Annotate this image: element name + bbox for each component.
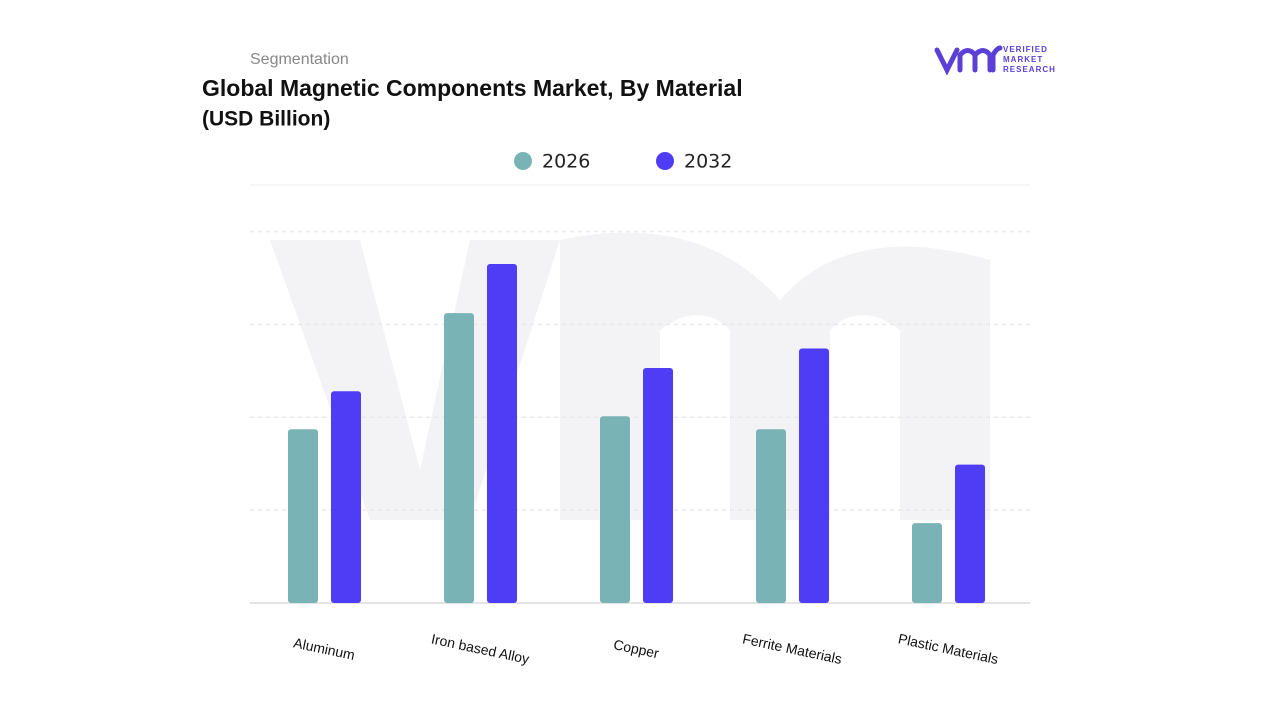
x-tick-label: Copper — [612, 636, 661, 661]
x-tick-label: Ferrite Materials — [741, 630, 843, 667]
bar — [487, 263, 517, 603]
logo-text: RESEARCH — [1003, 65, 1056, 74]
legend-marker — [656, 152, 674, 170]
chart-subtitle: (USD Billion) — [202, 108, 330, 131]
bar — [600, 416, 630, 603]
legend-marker — [514, 152, 532, 170]
chart-title: Global Magnetic Components Market, By Ma… — [202, 75, 743, 101]
bar — [444, 313, 474, 603]
logo: VERIFIED MARKET RESEARCH — [934, 45, 1056, 76]
bar — [955, 464, 985, 603]
bar — [912, 523, 942, 603]
logo-text: MARKET — [1003, 55, 1043, 64]
bar — [331, 391, 361, 603]
x-tick-label: Plastic Materials — [897, 630, 1000, 667]
logo-text: VERIFIED — [1003, 45, 1048, 54]
x-tick-label: Aluminum — [292, 634, 356, 663]
logo-mark — [934, 45, 1003, 76]
bar — [756, 429, 786, 603]
legend-label: 2032 — [684, 151, 732, 173]
bar — [799, 348, 829, 603]
x-tick-label: Iron based Alloy — [430, 631, 531, 667]
bar — [643, 367, 673, 603]
bar — [288, 429, 318, 603]
legend-label: 2026 — [542, 151, 590, 173]
kicker: Segmentation — [250, 51, 349, 68]
